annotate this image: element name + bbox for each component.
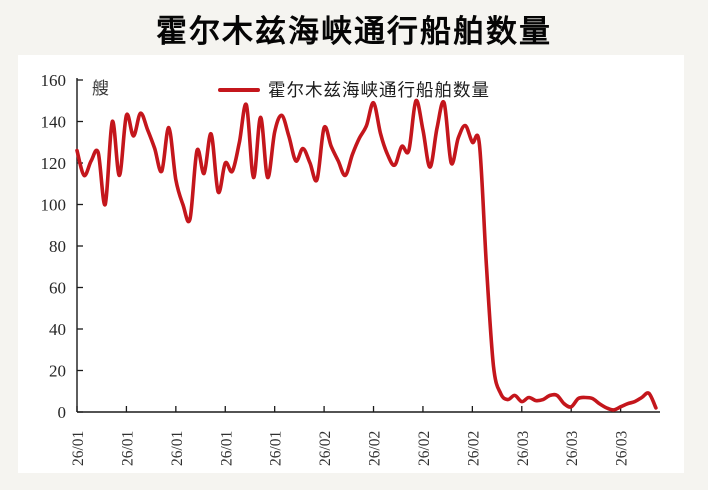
x-tick-label: 26/01 (169, 431, 186, 466)
x-tick-label: 26/01 (119, 431, 136, 466)
y-tick-label: 140 (41, 113, 67, 132)
x-tick-label: 26/02 (416, 431, 433, 466)
x-tick-label: 26/02 (465, 431, 482, 466)
y-tick-label: 40 (49, 320, 66, 339)
legend-label: 霍尔木兹海峡通行船舶数量 (268, 80, 490, 100)
y-tick-label: 20 (49, 362, 66, 381)
y-tick-label: 100 (41, 196, 67, 215)
page-title: 霍尔木兹海峡通行船舶数量 (156, 14, 552, 49)
legend-line-swatch (218, 87, 260, 92)
y-tick-label: 80 (49, 237, 66, 256)
x-tick-label: 26/03 (515, 430, 532, 466)
x-tick-label: 26/01 (268, 431, 285, 466)
y-tick-label: 0 (58, 403, 67, 422)
x-tick-label: 26/01 (218, 431, 235, 466)
x-tick-label: 26/01 (70, 431, 87, 466)
y-tick-label: 60 (49, 279, 66, 298)
legend: 霍尔木兹海峡通行船舶数量 (218, 77, 490, 102)
data-series-line (75, 98, 658, 412)
x-tick-label: 26/03 (614, 430, 631, 466)
y-tick-label: 160 (41, 71, 67, 90)
x-tick-label: 26/02 (317, 431, 334, 466)
x-tick-label: 26/02 (367, 431, 384, 466)
y-tick-label: 120 (41, 154, 67, 173)
y-axis-unit-label: 艘 (92, 79, 109, 98)
x-tick-label: 26/03 (564, 430, 581, 466)
